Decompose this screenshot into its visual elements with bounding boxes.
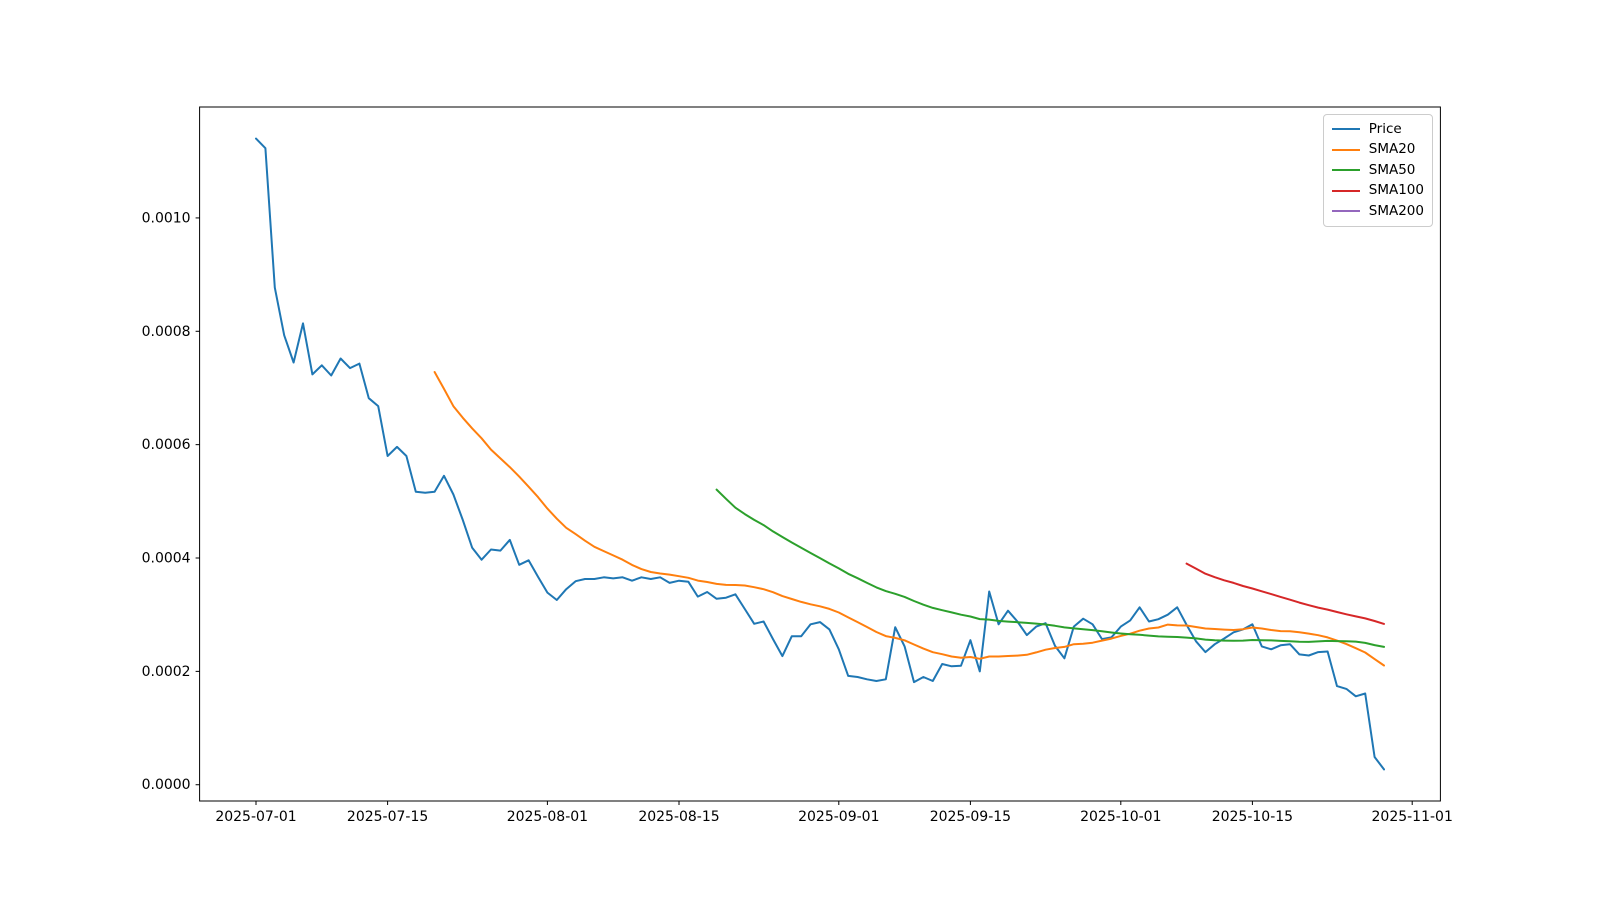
sma50-line xyxy=(715,488,1385,648)
sma50-line-swatch xyxy=(1331,169,1360,172)
sma20-line-swatch xyxy=(1331,148,1360,151)
legend-label-sma20: SMA20 xyxy=(1368,141,1416,157)
y-tick-label: 0.0000 xyxy=(142,777,191,793)
x-tick-label: 2025-10-01 xyxy=(1080,809,1161,825)
price-line-swatch xyxy=(1331,128,1360,131)
price-line xyxy=(255,137,1385,771)
plot-frame xyxy=(199,106,1441,802)
x-tick-label: 2025-09-01 xyxy=(798,809,879,825)
x-tick-label: 2025-08-15 xyxy=(638,809,719,825)
legend-item-price: Price xyxy=(1331,119,1424,140)
x-tick-label: 2025-09-15 xyxy=(930,809,1011,825)
legend-label-sma100: SMA100 xyxy=(1368,182,1424,198)
legend-item-sma200: SMA200 xyxy=(1331,201,1424,222)
sma100-line-swatch xyxy=(1331,189,1360,192)
x-tick-label: 2025-08-01 xyxy=(507,809,588,825)
legend-item-sma50: SMA50 xyxy=(1331,160,1424,181)
legend-item-sma100: SMA100 xyxy=(1331,181,1424,202)
legend-label-sma50: SMA50 xyxy=(1368,161,1416,178)
legend-item-sma20: SMA20 xyxy=(1331,140,1424,161)
x-tick-label: 2025-11-01 xyxy=(1372,809,1453,825)
y-tick-label: 0.0006 xyxy=(142,437,191,453)
legend-label-sma200: SMA200 xyxy=(1368,202,1424,219)
x-tick-label: 2025-07-01 xyxy=(215,809,296,825)
x-tick-label: 2025-10-15 xyxy=(1212,809,1293,825)
y-tick-label: 0.0010 xyxy=(142,210,191,226)
y-tick-label: 0.0002 xyxy=(142,664,191,680)
sma100-line xyxy=(1185,562,1385,625)
sma20-line xyxy=(433,371,1385,667)
x-tick-label: 2025-07-15 xyxy=(347,809,428,825)
y-tick-label: 0.0004 xyxy=(142,551,191,567)
y-tick-label: 0.0008 xyxy=(142,324,191,340)
legend-label-price: Price xyxy=(1368,120,1402,137)
sma200-line-swatch xyxy=(1331,210,1360,213)
legend: Price SMA20 SMA50 SMA100 SMA200 xyxy=(1322,114,1433,227)
